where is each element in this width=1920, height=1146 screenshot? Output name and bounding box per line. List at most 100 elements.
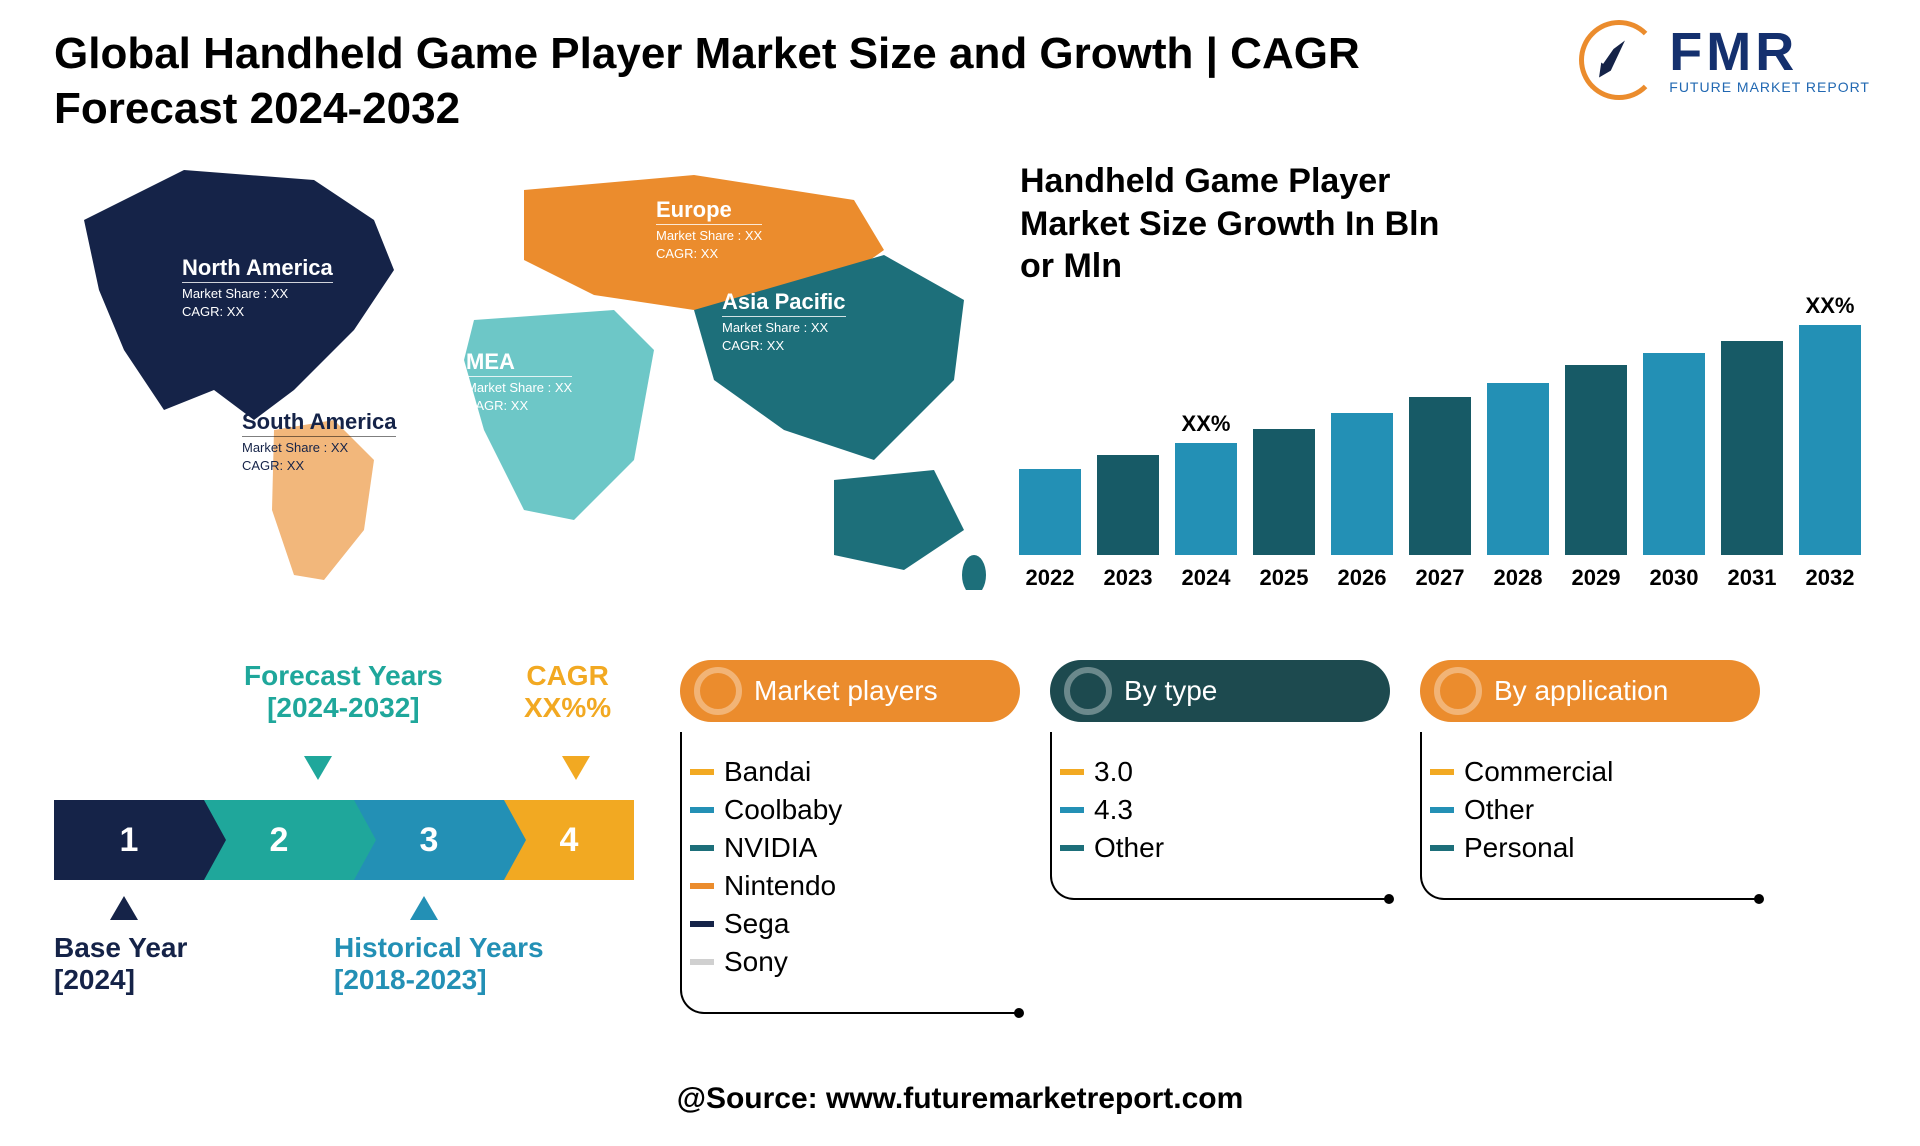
column-border: Commercial Other Personal	[1420, 732, 1760, 900]
list-item: Bandai	[690, 756, 1020, 788]
column-border: Bandai Coolbaby NVIDIA Nintendo Sega Sony	[680, 732, 1020, 1014]
region-name: North America	[182, 256, 333, 279]
list-item: Sony	[690, 946, 1020, 978]
bar-year-label: 2024	[1182, 565, 1231, 591]
swatch-icon	[1430, 845, 1454, 851]
region-ap-nz	[962, 555, 986, 590]
list-item: Commercial	[1430, 756, 1760, 788]
timeline-forecast-label: Forecast Years [2024-2032]	[244, 660, 443, 724]
region-share: Market Share : XX	[722, 316, 846, 335]
list-item: NVIDIA	[690, 832, 1020, 864]
source-attribution: @Source: www.futuremarketreport.com	[677, 1082, 1244, 1116]
bar-year-label: 2023	[1104, 565, 1153, 591]
bar-fill	[1331, 413, 1393, 555]
swatch-icon	[690, 959, 714, 965]
bar-2029: 2029	[1565, 365, 1627, 555]
bar-year-label: 2027	[1416, 565, 1465, 591]
pill-type: By type	[1050, 660, 1390, 722]
bar-year-label: 2030	[1650, 565, 1699, 591]
region-cagr: CAGR: XX	[182, 304, 333, 319]
region-name: South America	[242, 410, 396, 433]
swatch-icon	[1060, 807, 1084, 813]
region-cagr: CAGR: XX	[722, 338, 846, 353]
bar-year-label: 2022	[1026, 565, 1075, 591]
logo-text-main: FMR	[1669, 25, 1870, 79]
timeline-hist-arrow-icon	[410, 896, 438, 920]
region-ap-aus	[834, 470, 964, 570]
world-map: North AmericaMarket Share : XXCAGR: XXSo…	[54, 160, 994, 590]
timeline-seg-2: 2	[204, 800, 354, 880]
list-item: Coolbaby	[690, 794, 1020, 826]
region-label-sa: South America Market Share : XX CAGR: XX	[242, 410, 396, 473]
region-cagr: CAGR: XX	[242, 458, 396, 473]
region-share: Market Share : XX	[182, 282, 333, 301]
region-name: Asia Pacific	[722, 290, 846, 313]
region-label-na: North America Market Share : XX CAGR: XX	[182, 256, 333, 319]
bar-year-label: 2026	[1338, 565, 1387, 591]
bar-2022: 2022	[1019, 469, 1081, 555]
region-share: Market Share : XX	[656, 224, 762, 243]
bar-2023: 2023	[1097, 455, 1159, 555]
region-label-eu: Europe Market Share : XX CAGR: XX	[656, 198, 762, 261]
region-name: MEA	[466, 350, 572, 373]
bar-year-label: 2031	[1728, 565, 1777, 591]
bar-fill	[1643, 353, 1705, 555]
list-item: Personal	[1430, 832, 1760, 864]
swatch-icon	[1060, 769, 1084, 775]
list-item: Other	[1060, 832, 1390, 864]
bar-chart: 2022 2023 2024 XX% 2025 2026 2027 2028 2029 2030 2…	[1000, 325, 1880, 595]
list-item: 4.3	[1060, 794, 1390, 826]
swatch-icon	[1430, 807, 1454, 813]
logo-text-sub: FUTURE MARKET REPORT	[1669, 79, 1870, 95]
bar-2032: 2032XX%	[1799, 325, 1861, 555]
timeline-base-label: Base Year [2024]	[54, 932, 187, 996]
page-title: Global Handheld Game Player Market Size …	[54, 26, 1484, 136]
region-share: Market Share : XX	[242, 436, 396, 455]
timeline-hist-label: Historical Years [2018-2023]	[334, 932, 544, 996]
bar-year-label: 2028	[1494, 565, 1543, 591]
timeline-base-arrow-icon	[110, 896, 138, 920]
region-name: Europe	[656, 198, 762, 221]
list-item: 3.0	[1060, 756, 1390, 788]
swatch-icon	[690, 883, 714, 889]
bar-fill	[1175, 443, 1237, 555]
timeline-forecast-arrow-icon	[304, 756, 332, 780]
bar-2025: 2025	[1253, 429, 1315, 555]
list-item: Nintendo	[690, 870, 1020, 902]
column-border: 3.0 4.3 Other	[1050, 732, 1390, 900]
swatch-icon	[1430, 769, 1454, 775]
logo-badge-icon	[1579, 20, 1659, 100]
column-list: 3.0 4.3 Other	[1060, 756, 1390, 864]
list-item: Other	[1430, 794, 1760, 826]
swatch-icon	[1060, 845, 1084, 851]
bar-fill	[1097, 455, 1159, 555]
column-list: Commercial Other Personal	[1430, 756, 1760, 864]
pill-players: Market players	[680, 660, 1020, 722]
bar-2028: 2028	[1487, 383, 1549, 555]
timeline-seg-1: 1	[54, 800, 204, 880]
column-type: By type 3.0 4.3 Other	[1050, 660, 1390, 900]
swatch-icon	[690, 921, 714, 927]
bar-2026: 2026	[1331, 413, 1393, 555]
bar-fill	[1721, 341, 1783, 555]
pill-application: By application	[1420, 660, 1760, 722]
bar-pct-label: XX%	[1806, 293, 1855, 319]
timeline-cagr-label: CAGR XX%%	[524, 660, 611, 724]
bar-fill	[1409, 397, 1471, 555]
bar-2031: 2031	[1721, 341, 1783, 555]
bar-2030: 2030	[1643, 353, 1705, 555]
timeline-seg-3: 3	[354, 800, 504, 880]
bar-2027: 2027	[1409, 397, 1471, 555]
region-cagr: CAGR: XX	[656, 246, 762, 261]
list-item: Sega	[690, 908, 1020, 940]
region-mea	[464, 310, 654, 520]
column-players: Market players Bandai Coolbaby NVIDIA Ninten…	[680, 660, 1020, 1014]
region-label-ap: Asia Pacific Market Share : XX CAGR: XX	[722, 290, 846, 353]
column-list: Bandai Coolbaby NVIDIA Nintendo Sega Sony	[690, 756, 1020, 978]
swatch-icon	[690, 845, 714, 851]
region-cagr: CAGR: XX	[466, 398, 572, 413]
chart-title: Handheld Game Player Market Size Growth …	[1020, 160, 1480, 288]
bar-year-label: 2032	[1806, 565, 1855, 591]
bar-pct-label: XX%	[1182, 411, 1231, 437]
swatch-icon	[690, 769, 714, 775]
